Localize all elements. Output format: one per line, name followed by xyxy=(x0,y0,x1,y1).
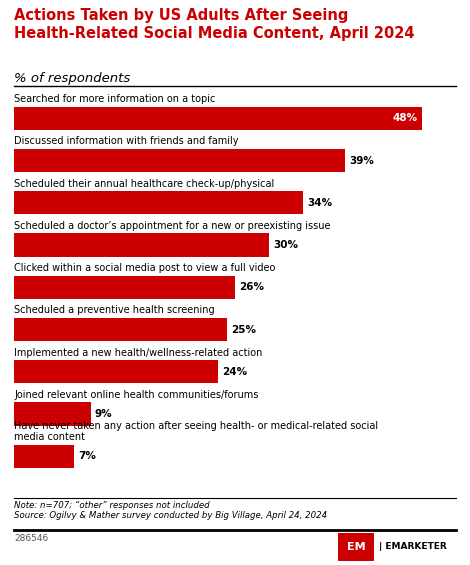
Text: 34%: 34% xyxy=(307,198,332,208)
Bar xyxy=(14,276,235,299)
Bar xyxy=(14,149,345,172)
Bar xyxy=(14,233,269,257)
Text: Actions Taken by US Adults After Seeing
Health-Related Social Media Content, Apr: Actions Taken by US Adults After Seeing … xyxy=(14,8,415,41)
Bar xyxy=(14,402,91,425)
Text: Joined relevant online health communities/forums: Joined relevant online health communitie… xyxy=(14,390,258,400)
Text: 24%: 24% xyxy=(222,367,247,377)
Bar xyxy=(14,191,303,215)
Text: Source: Ogilvy & Mather survey conducted by Big Village, April 24, 2024: Source: Ogilvy & Mather survey conducted… xyxy=(14,511,327,520)
Text: Implemented a new health/wellness-related action: Implemented a new health/wellness-relate… xyxy=(14,347,262,358)
Text: Note: n=707; “other” responses not included: Note: n=707; “other” responses not inclu… xyxy=(14,501,210,510)
Text: Searched for more information on a topic: Searched for more information on a topic xyxy=(14,94,215,104)
Bar xyxy=(14,318,227,341)
Text: 39%: 39% xyxy=(350,155,375,166)
FancyBboxPatch shape xyxy=(338,533,374,560)
Bar xyxy=(14,445,74,468)
Text: | EMARKETER: | EMARKETER xyxy=(379,542,447,551)
Text: 286546: 286546 xyxy=(14,534,48,543)
Text: 30%: 30% xyxy=(273,240,298,250)
Bar xyxy=(14,360,218,384)
Text: Scheduled a doctor’s appointment for a new or preexisting issue: Scheduled a doctor’s appointment for a n… xyxy=(14,221,330,231)
Text: Scheduled their annual healthcare check-up/physical: Scheduled their annual healthcare check-… xyxy=(14,179,274,189)
Text: 48%: 48% xyxy=(392,114,418,123)
Bar xyxy=(14,107,422,130)
Text: 9%: 9% xyxy=(95,409,112,419)
Text: Scheduled a preventive health screening: Scheduled a preventive health screening xyxy=(14,306,215,315)
Text: Clicked within a social media post to view a full video: Clicked within a social media post to vi… xyxy=(14,263,275,273)
Text: 25%: 25% xyxy=(231,324,256,334)
Text: Discussed information with friends and family: Discussed information with friends and f… xyxy=(14,136,239,146)
Text: 7%: 7% xyxy=(78,451,96,462)
Text: 26%: 26% xyxy=(239,282,264,292)
Text: EM: EM xyxy=(347,542,366,551)
Text: Have never taken any action after seeing health- or medical-related social
media: Have never taken any action after seeing… xyxy=(14,420,378,442)
Text: % of respondents: % of respondents xyxy=(14,72,130,85)
